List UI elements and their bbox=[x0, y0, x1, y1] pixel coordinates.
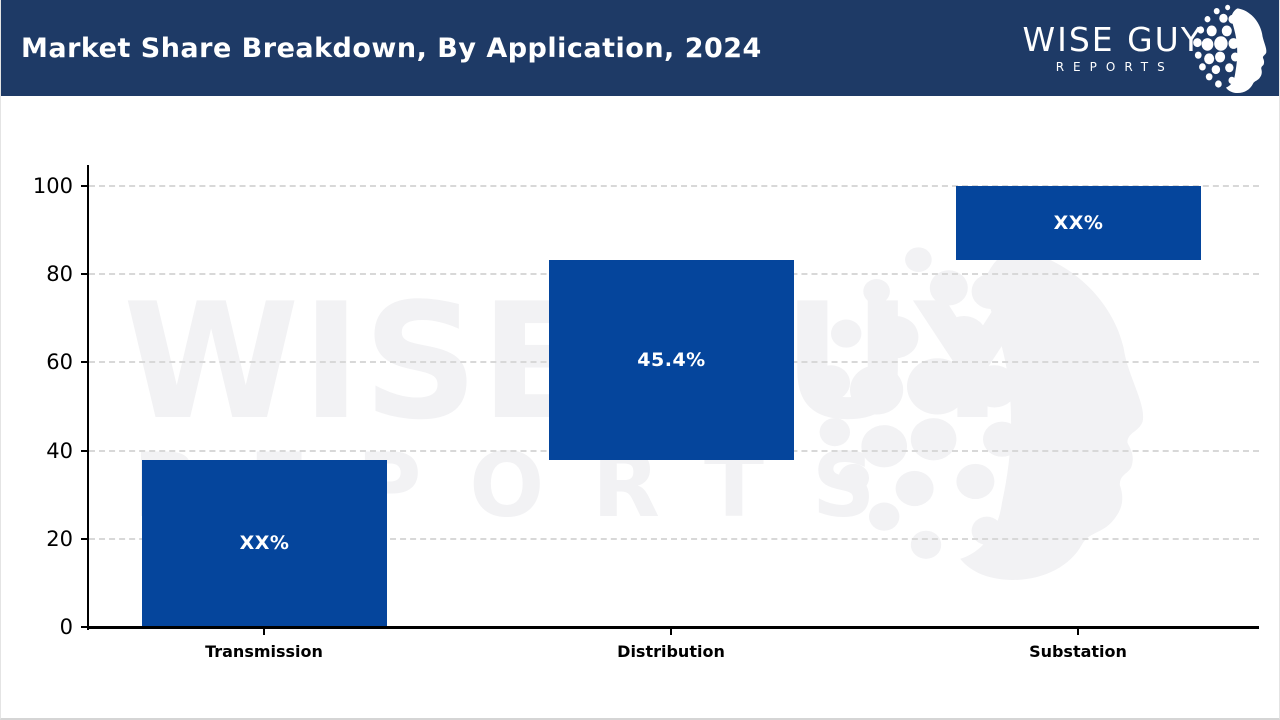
bar-substation: XX% bbox=[956, 186, 1201, 260]
bar-value-label: XX% bbox=[239, 532, 290, 555]
logo-wordmark-line2: REPORTS bbox=[1055, 59, 1174, 74]
y-tick-label: 40 bbox=[46, 438, 73, 463]
x-tick-mark bbox=[670, 627, 672, 635]
y-tick-mark bbox=[81, 361, 89, 364]
logo-wordmark: WISE GUY REPORTS bbox=[1022, 23, 1203, 74]
x-tick-mark bbox=[1077, 627, 1079, 635]
y-tick-mark bbox=[81, 185, 89, 187]
y-axis-line bbox=[87, 165, 89, 630]
y-tick-label: 80 bbox=[46, 262, 73, 287]
x-axis-label-substation: Substation bbox=[1029, 642, 1127, 661]
x-tick-mark bbox=[263, 627, 265, 635]
x-axis-line bbox=[87, 626, 1259, 629]
header-bar: Market Share Breakdown, By Application, … bbox=[1, 0, 1279, 96]
watermark-head-icon bbox=[812, 235, 1144, 580]
bar-distribution: 45.4% bbox=[549, 259, 794, 460]
y-tick-label: 20 bbox=[46, 526, 73, 551]
bar-value-label: XX% bbox=[1053, 211, 1104, 234]
y-tick-label: 100 bbox=[32, 174, 73, 198]
logo-head-icon bbox=[1193, 4, 1267, 93]
page-title: Market Share Breakdown, By Application, … bbox=[21, 32, 762, 64]
y-tick-mark bbox=[81, 273, 89, 276]
y-tick-label: 60 bbox=[46, 350, 73, 375]
y-gridline bbox=[89, 185, 1259, 187]
y-gridline bbox=[89, 537, 1259, 540]
x-axis-label-distribution: Distribution bbox=[617, 642, 725, 661]
wise-guy-logo: WISE GUY REPORTS bbox=[1022, 0, 1273, 96]
x-axis-label-transmission: Transmission bbox=[205, 642, 323, 661]
y-tick-mark bbox=[81, 449, 89, 452]
bar-value-label: 45.4% bbox=[637, 348, 706, 371]
y-tick-label: 0 bbox=[59, 615, 73, 639]
bar-transmission: XX% bbox=[142, 459, 387, 627]
y-tick-mark bbox=[81, 626, 89, 628]
logo-wordmark-line1: WISE GUY bbox=[1022, 19, 1203, 59]
y-tick-mark bbox=[81, 537, 89, 540]
